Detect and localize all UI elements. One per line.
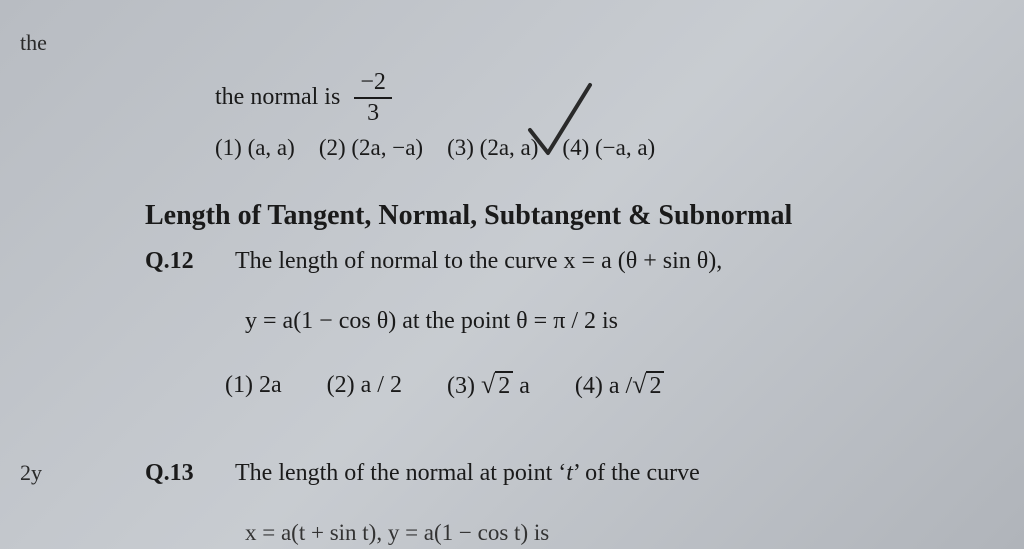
q12-options: (1) 2a (2) a / 2 (3) 2 a (4) a / 2 xyxy=(225,370,664,400)
q13-line-1: Q.13 The length of the normal at point ‘… xyxy=(145,460,700,487)
q12-opt3-suffix: a xyxy=(513,373,530,399)
q13-text-1: The length of the normal at point ‘t’ of… xyxy=(235,460,700,487)
q13-variable-t: t xyxy=(566,460,573,486)
q11-option-4: (4) (−a, a) xyxy=(562,135,655,161)
q12-text-1: The length of normal to the curve x = a … xyxy=(235,248,722,275)
sqrt-icon xyxy=(481,373,495,399)
q11-option-2: (2) (2a, −a) xyxy=(319,135,423,161)
q12-opt4-prefix: (4) a / xyxy=(575,373,632,399)
q12-line-2: y = a(1 − cos θ) at the point θ = π / 2 … xyxy=(245,308,618,335)
q12-option-1: (1) 2a xyxy=(225,372,282,399)
q13-number: Q.13 xyxy=(145,460,205,487)
q11-option-3: (3) (2a, a) xyxy=(447,135,538,161)
margin-note-the: the xyxy=(20,30,47,56)
fraction-neg2-3: −2 3 xyxy=(354,68,392,128)
sqrt-icon xyxy=(632,373,646,399)
normal-text: the normal is xyxy=(215,84,340,111)
q11-option-1: (1) (a, a) xyxy=(215,135,295,161)
sqrt-content: 2 xyxy=(495,371,513,399)
fraction-denominator: 3 xyxy=(361,99,385,128)
q12-option-2: (2) a / 2 xyxy=(327,372,402,399)
section-heading: Length of Tangent, Normal, Subtangent & … xyxy=(145,200,792,232)
q11-normal-line: the normal is −2 3 xyxy=(215,68,396,128)
sqrt-content-2: 2 xyxy=(646,371,664,399)
margin-note-2y: 2y xyxy=(20,460,42,486)
q12-line-1: Q.12 The length of normal to the curve x… xyxy=(145,248,722,275)
q13-line-2: x = a(t + sin t), y = a(1 − cos t) is xyxy=(245,520,549,546)
page-container: the 2y the normal is −2 3 (1) (a, a) (2)… xyxy=(40,20,984,529)
q11-options: (1) (a, a) (2) (2a, −a) (3) (2a, a) (4) … xyxy=(215,135,655,161)
q12-opt3-prefix: (3) xyxy=(447,373,481,399)
fraction-numerator: −2 xyxy=(354,68,392,99)
q12-option-3: (3) 2 a xyxy=(447,370,530,400)
q12-option-4: (4) a / 2 xyxy=(575,370,665,400)
q12-number: Q.12 xyxy=(145,248,205,275)
